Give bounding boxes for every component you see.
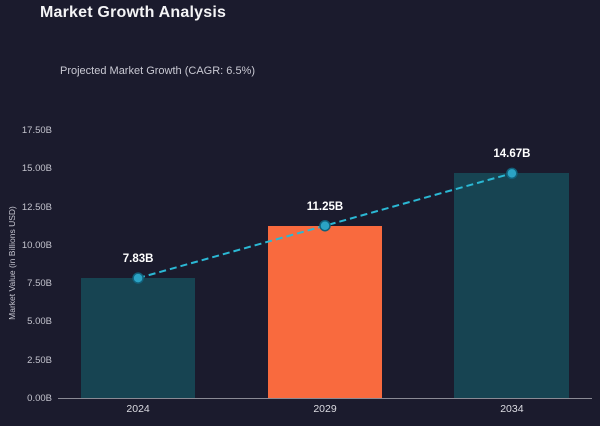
- y-tick-label: 17.50B: [21, 125, 52, 136]
- y-axis-ticks: 0.00B 2.50B 5.00B 7.50B 10.00B 12.50B 15.00B 17…: [0, 125, 52, 404]
- y-tick-label: 5.00B: [27, 316, 52, 328]
- y-tick-label: 7.50B: [27, 278, 52, 290]
- chart-title: Market Growth Analysis: [40, 4, 227, 21]
- value-label: 11.25B: [306, 200, 344, 213]
- plot-area: 7.83B 11.25B 14.67B: [58, 130, 592, 399]
- x-tick-label: 2024: [126, 403, 150, 415]
- value-label: 7.83B: [122, 253, 154, 266]
- x-axis-labels: 2024 2029 2034: [58, 403, 592, 423]
- y-tick-label: 15.00B: [21, 163, 52, 175]
- bar-2034[interactable]: [454, 173, 570, 398]
- y-tick-label: 2.50B: [27, 354, 52, 366]
- bar-2024[interactable]: [80, 278, 196, 398]
- y-tick-label: 10.00B: [21, 239, 52, 251]
- x-tick-label: 2029: [313, 403, 337, 415]
- value-label: 14.67B: [493, 148, 531, 161]
- y-tick-label: 0.00B: [27, 393, 52, 404]
- chart-subtitle: Projected Market Growth (CAGR: 6.5%): [60, 65, 256, 77]
- x-tick-label: 2034: [500, 403, 524, 415]
- bar-2029[interactable]: [267, 225, 383, 398]
- y-tick-label: 12.50B: [21, 201, 52, 213]
